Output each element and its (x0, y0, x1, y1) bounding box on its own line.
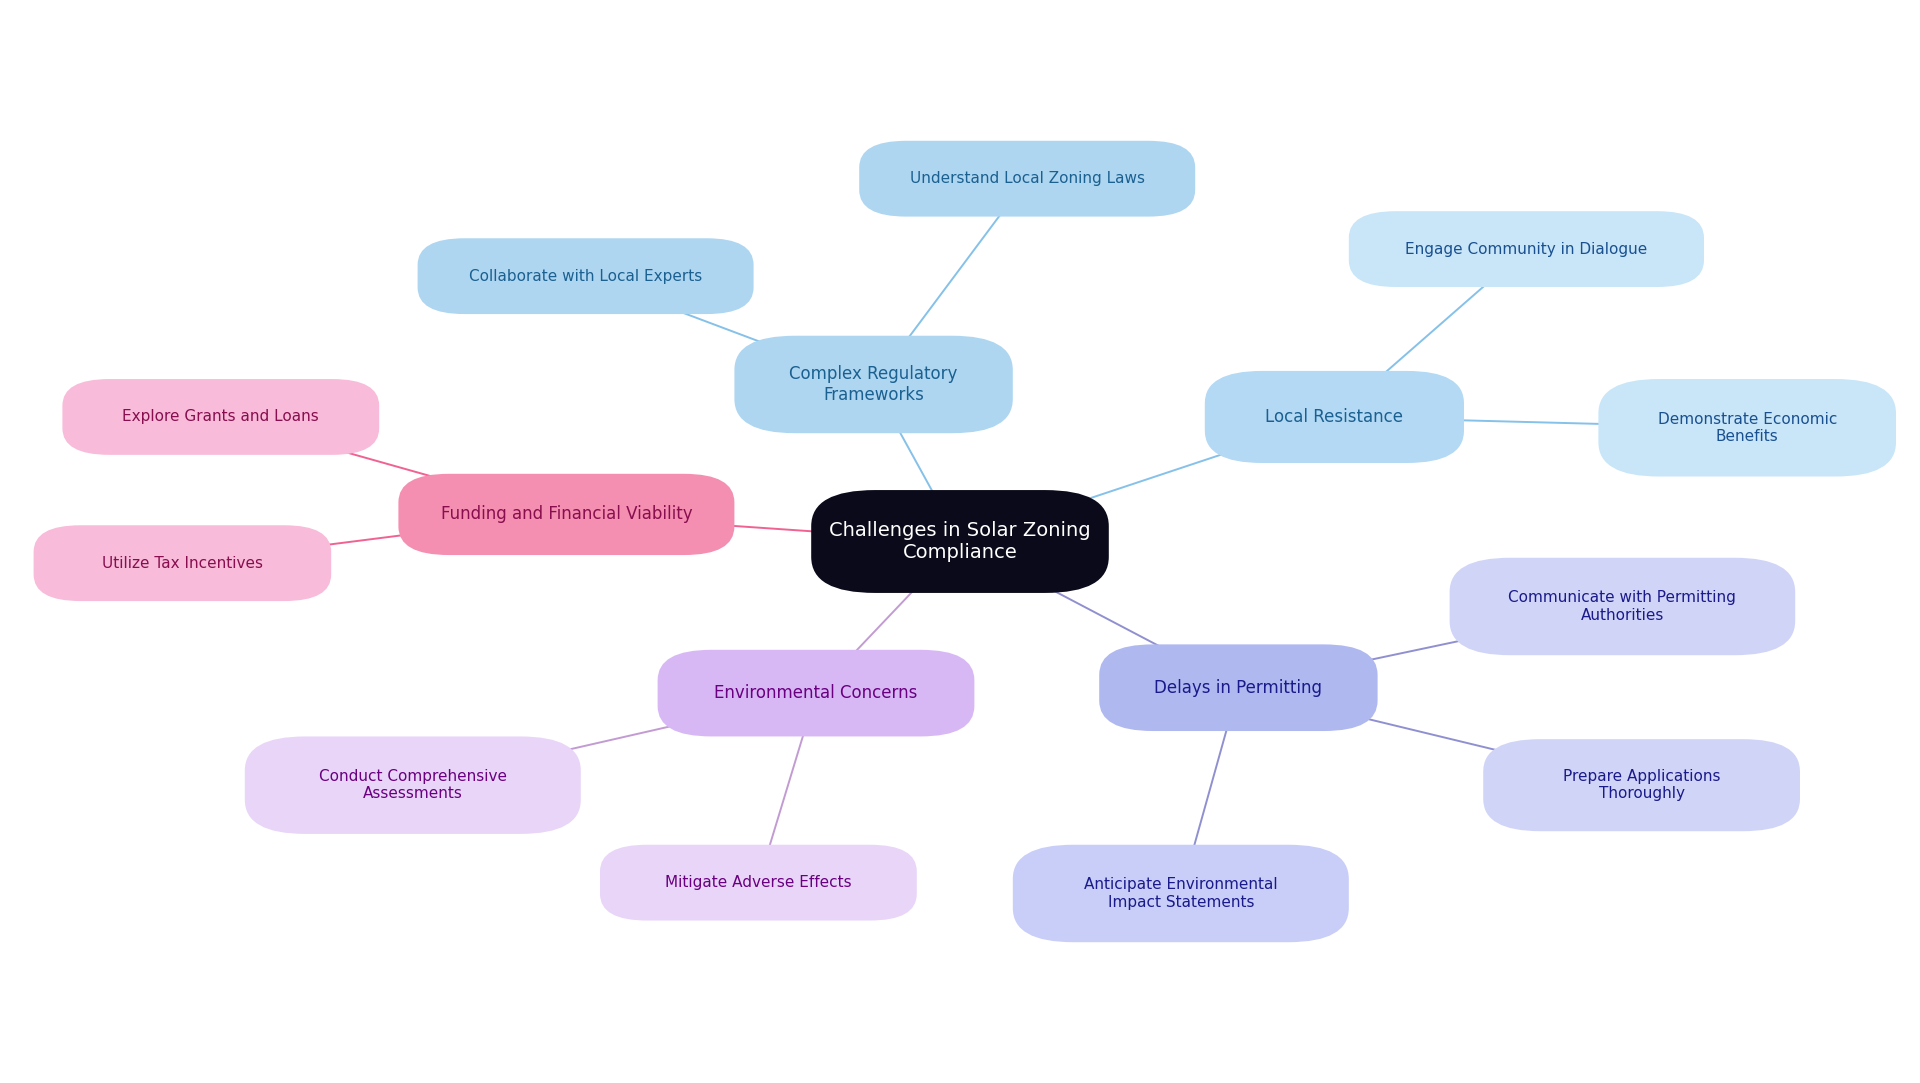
FancyBboxPatch shape (1482, 739, 1801, 832)
Text: Conduct Comprehensive
Assessments: Conduct Comprehensive Assessments (319, 769, 507, 801)
FancyBboxPatch shape (61, 379, 380, 455)
Text: Understand Local Zoning Laws: Understand Local Zoning Laws (910, 171, 1144, 186)
Text: Communicate with Permitting
Authorities: Communicate with Permitting Authorities (1509, 590, 1736, 623)
FancyBboxPatch shape (860, 141, 1194, 217)
FancyBboxPatch shape (1014, 845, 1348, 942)
Text: Complex Regulatory
Frameworks: Complex Regulatory Frameworks (789, 365, 958, 404)
FancyBboxPatch shape (599, 845, 918, 921)
Text: Mitigate Adverse Effects: Mitigate Adverse Effects (664, 875, 852, 890)
FancyBboxPatch shape (419, 238, 753, 314)
FancyBboxPatch shape (1450, 558, 1795, 655)
FancyBboxPatch shape (657, 650, 973, 736)
Text: Funding and Financial Viability: Funding and Financial Viability (440, 506, 693, 523)
Text: Prepare Applications
Thoroughly: Prepare Applications Thoroughly (1563, 769, 1720, 801)
FancyBboxPatch shape (1597, 379, 1895, 477)
Text: Utilize Tax Incentives: Utilize Tax Incentives (102, 556, 263, 571)
Text: Engage Community in Dialogue: Engage Community in Dialogue (1405, 242, 1647, 257)
Text: Delays in Permitting: Delays in Permitting (1154, 679, 1323, 696)
Text: Local Resistance: Local Resistance (1265, 408, 1404, 426)
FancyBboxPatch shape (810, 490, 1110, 593)
Text: Environmental Concerns: Environmental Concerns (714, 684, 918, 702)
Text: Explore Grants and Loans: Explore Grants and Loans (123, 409, 319, 425)
FancyBboxPatch shape (1098, 644, 1379, 731)
Text: Collaborate with Local Experts: Collaborate with Local Experts (468, 269, 703, 284)
Text: Challenges in Solar Zoning
Compliance: Challenges in Solar Zoning Compliance (829, 521, 1091, 562)
Text: Demonstrate Economic
Benefits: Demonstrate Economic Benefits (1657, 412, 1837, 444)
FancyBboxPatch shape (35, 525, 330, 601)
FancyBboxPatch shape (1206, 370, 1463, 464)
FancyBboxPatch shape (399, 474, 733, 554)
FancyBboxPatch shape (246, 736, 580, 834)
Text: Anticipate Environmental
Impact Statements: Anticipate Environmental Impact Statemen… (1085, 877, 1277, 910)
FancyBboxPatch shape (733, 336, 1014, 433)
FancyBboxPatch shape (1348, 211, 1705, 287)
